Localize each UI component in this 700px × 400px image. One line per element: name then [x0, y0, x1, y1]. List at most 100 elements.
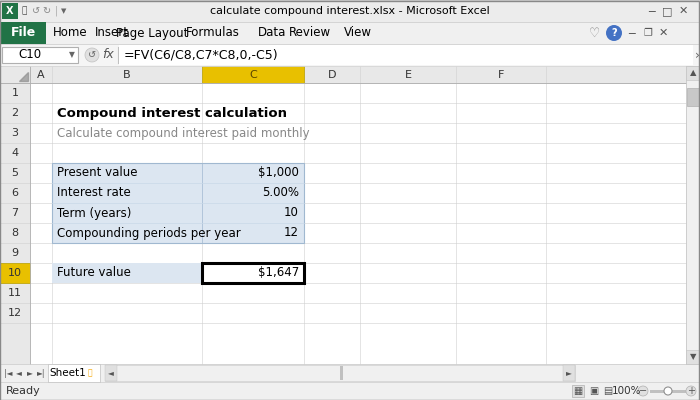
Text: +: +: [687, 386, 695, 396]
Bar: [0, 66, 686, 83]
Text: ▤: ▤: [603, 386, 612, 396]
Text: ↺: ↺: [32, 6, 40, 16]
Text: |◄: |◄: [4, 368, 13, 378]
Text: Interest rate: Interest rate: [57, 186, 131, 200]
Text: Ready: Ready: [6, 386, 41, 396]
Text: A: A: [37, 70, 45, 80]
Bar: [0, 44, 700, 66]
Text: 10: 10: [8, 268, 22, 278]
Text: ◄: ◄: [16, 368, 22, 378]
Text: Page Layout: Page Layout: [116, 26, 188, 40]
Text: ❐: ❐: [643, 28, 652, 38]
Text: Data: Data: [258, 26, 286, 40]
Bar: [202, 263, 304, 283]
Text: □: □: [662, 6, 672, 16]
Text: ▼: ▼: [69, 50, 75, 60]
Text: 1: 1: [11, 88, 18, 98]
Text: ↺: ↺: [88, 50, 96, 60]
Text: ▦: ▦: [573, 386, 582, 396]
Text: $1,647: $1,647: [258, 266, 299, 280]
Text: View: View: [344, 26, 372, 40]
Bar: [105, 365, 117, 381]
Text: calculate compound interest.xlsx - Microsoft Excel: calculate compound interest.xlsx - Micro…: [210, 6, 490, 16]
Text: ✕: ✕: [678, 6, 687, 16]
Bar: [202, 66, 304, 83]
Text: 💾: 💾: [21, 6, 27, 16]
Text: 12: 12: [284, 226, 299, 240]
Text: 2: 2: [11, 108, 19, 118]
Text: $1,000: $1,000: [258, 166, 299, 180]
Bar: [52, 183, 304, 203]
Text: 5: 5: [11, 168, 18, 178]
Bar: [686, 66, 700, 80]
Text: 8: 8: [11, 228, 19, 238]
Bar: [650, 390, 686, 392]
Circle shape: [686, 386, 696, 396]
Bar: [0, 66, 30, 364]
Bar: [52, 163, 304, 183]
Bar: [119, 45, 693, 65]
Text: fx: fx: [102, 48, 114, 62]
Text: ▲: ▲: [690, 68, 696, 78]
Bar: [0, 66, 686, 364]
Text: ?: ?: [611, 28, 617, 38]
Text: Term (years): Term (years): [57, 206, 132, 220]
Text: Sheet1: Sheet1: [50, 368, 86, 378]
Text: D: D: [328, 70, 336, 80]
Text: ▼: ▼: [690, 352, 696, 362]
Bar: [52, 203, 304, 223]
Bar: [0, 364, 700, 382]
Bar: [0, 382, 700, 400]
Bar: [572, 385, 584, 397]
Bar: [0, 22, 700, 44]
Circle shape: [85, 48, 99, 62]
Text: 10: 10: [284, 206, 299, 220]
Bar: [686, 350, 700, 364]
Text: C10: C10: [18, 48, 41, 62]
Text: Compound interest calculation: Compound interest calculation: [57, 106, 287, 120]
Text: File: File: [10, 26, 36, 40]
Text: 6: 6: [11, 188, 18, 198]
Bar: [2, 3, 18, 19]
Text: ♡: ♡: [589, 26, 601, 40]
Bar: [687, 88, 699, 106]
Text: 12: 12: [8, 308, 22, 318]
Text: ►: ►: [27, 368, 33, 378]
Bar: [340, 366, 343, 380]
Text: 11: 11: [8, 288, 22, 298]
Circle shape: [664, 387, 672, 395]
Text: ✕: ✕: [658, 28, 668, 38]
Bar: [52, 163, 304, 243]
Bar: [0, 22, 46, 44]
Text: ─: ─: [629, 28, 636, 38]
Text: ›: ›: [694, 48, 699, 62]
Text: 7: 7: [11, 208, 19, 218]
Text: 5.00%: 5.00%: [262, 186, 299, 200]
Bar: [0, 263, 30, 283]
Text: F: F: [498, 70, 504, 80]
Text: 🔖: 🔖: [88, 368, 92, 378]
Text: −: −: [639, 386, 647, 396]
Text: 100%: 100%: [612, 386, 642, 396]
Bar: [52, 223, 304, 243]
Text: |: |: [55, 6, 57, 16]
Text: Future value: Future value: [57, 266, 131, 280]
Bar: [563, 365, 575, 381]
Text: Calculate compound interest paid monthly: Calculate compound interest paid monthly: [57, 126, 309, 140]
Text: Home: Home: [52, 26, 88, 40]
Text: Review: Review: [289, 26, 331, 40]
Text: 3: 3: [11, 128, 18, 138]
Text: ─: ─: [648, 6, 654, 16]
Bar: [0, 66, 30, 83]
Polygon shape: [19, 72, 28, 81]
Text: Present value: Present value: [57, 166, 137, 180]
Text: C: C: [249, 70, 257, 80]
Bar: [0, 0, 700, 22]
Text: Formulas: Formulas: [186, 26, 240, 40]
Circle shape: [638, 386, 648, 396]
Text: ►|: ►|: [36, 368, 46, 378]
Text: ►: ►: [566, 368, 572, 378]
Text: ▼: ▼: [62, 8, 66, 14]
Bar: [48, 364, 100, 382]
Text: ↻: ↻: [42, 6, 50, 16]
